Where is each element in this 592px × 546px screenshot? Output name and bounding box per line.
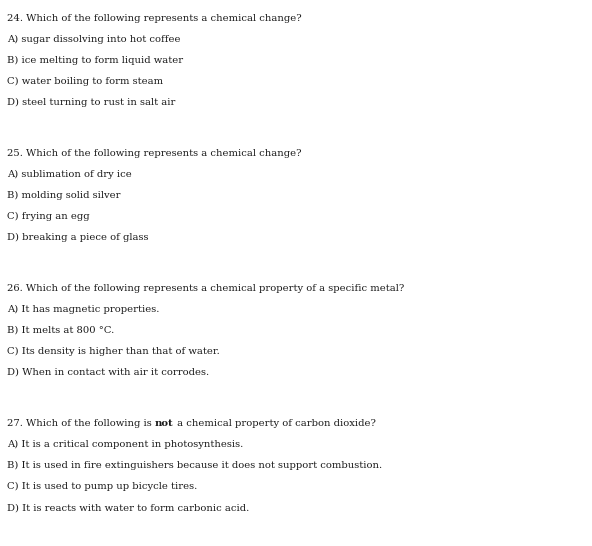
Text: D) steel turning to rust in salt air: D) steel turning to rust in salt air — [7, 98, 175, 107]
Text: B) molding solid silver: B) molding solid silver — [7, 191, 121, 200]
Text: B) It is used in fire extinguishers because it does not support combustion.: B) It is used in fire extinguishers beca… — [7, 461, 382, 470]
Text: B) It melts at 800 °C.: B) It melts at 800 °C. — [7, 326, 114, 335]
Text: A) sugar dissolving into hot coffee: A) sugar dissolving into hot coffee — [7, 35, 181, 44]
Text: not: not — [155, 419, 173, 428]
Text: 26. Which of the following represents a chemical property of a specific metal?: 26. Which of the following represents a … — [7, 284, 404, 293]
Text: C) water boiling to form steam: C) water boiling to form steam — [7, 76, 163, 86]
Text: A) It has magnetic properties.: A) It has magnetic properties. — [7, 305, 159, 314]
Text: D) It is reacts with water to form carbonic acid.: D) It is reacts with water to form carbo… — [7, 503, 249, 512]
Text: B) ice melting to form liquid water: B) ice melting to form liquid water — [7, 56, 184, 65]
Text: C) It is used to pump up bicycle tires.: C) It is used to pump up bicycle tires. — [7, 482, 197, 491]
Text: 27. Which of the following is: 27. Which of the following is — [7, 419, 155, 428]
Text: C) Its density is higher than that of water.: C) Its density is higher than that of wa… — [7, 347, 220, 356]
Text: A) It is a critical component in photosynthesis.: A) It is a critical component in photosy… — [7, 440, 243, 449]
Text: D) When in contact with air it corrodes.: D) When in contact with air it corrodes. — [7, 368, 209, 377]
Text: D) breaking a piece of glass: D) breaking a piece of glass — [7, 233, 149, 242]
Text: 25. Which of the following represents a chemical change?: 25. Which of the following represents a … — [7, 149, 301, 158]
Text: a chemical property of carbon dioxide?: a chemical property of carbon dioxide? — [173, 419, 375, 428]
Text: 24. Which of the following represents a chemical change?: 24. Which of the following represents a … — [7, 14, 302, 22]
Text: C) frying an egg: C) frying an egg — [7, 212, 90, 221]
Text: A) sublimation of dry ice: A) sublimation of dry ice — [7, 170, 132, 179]
